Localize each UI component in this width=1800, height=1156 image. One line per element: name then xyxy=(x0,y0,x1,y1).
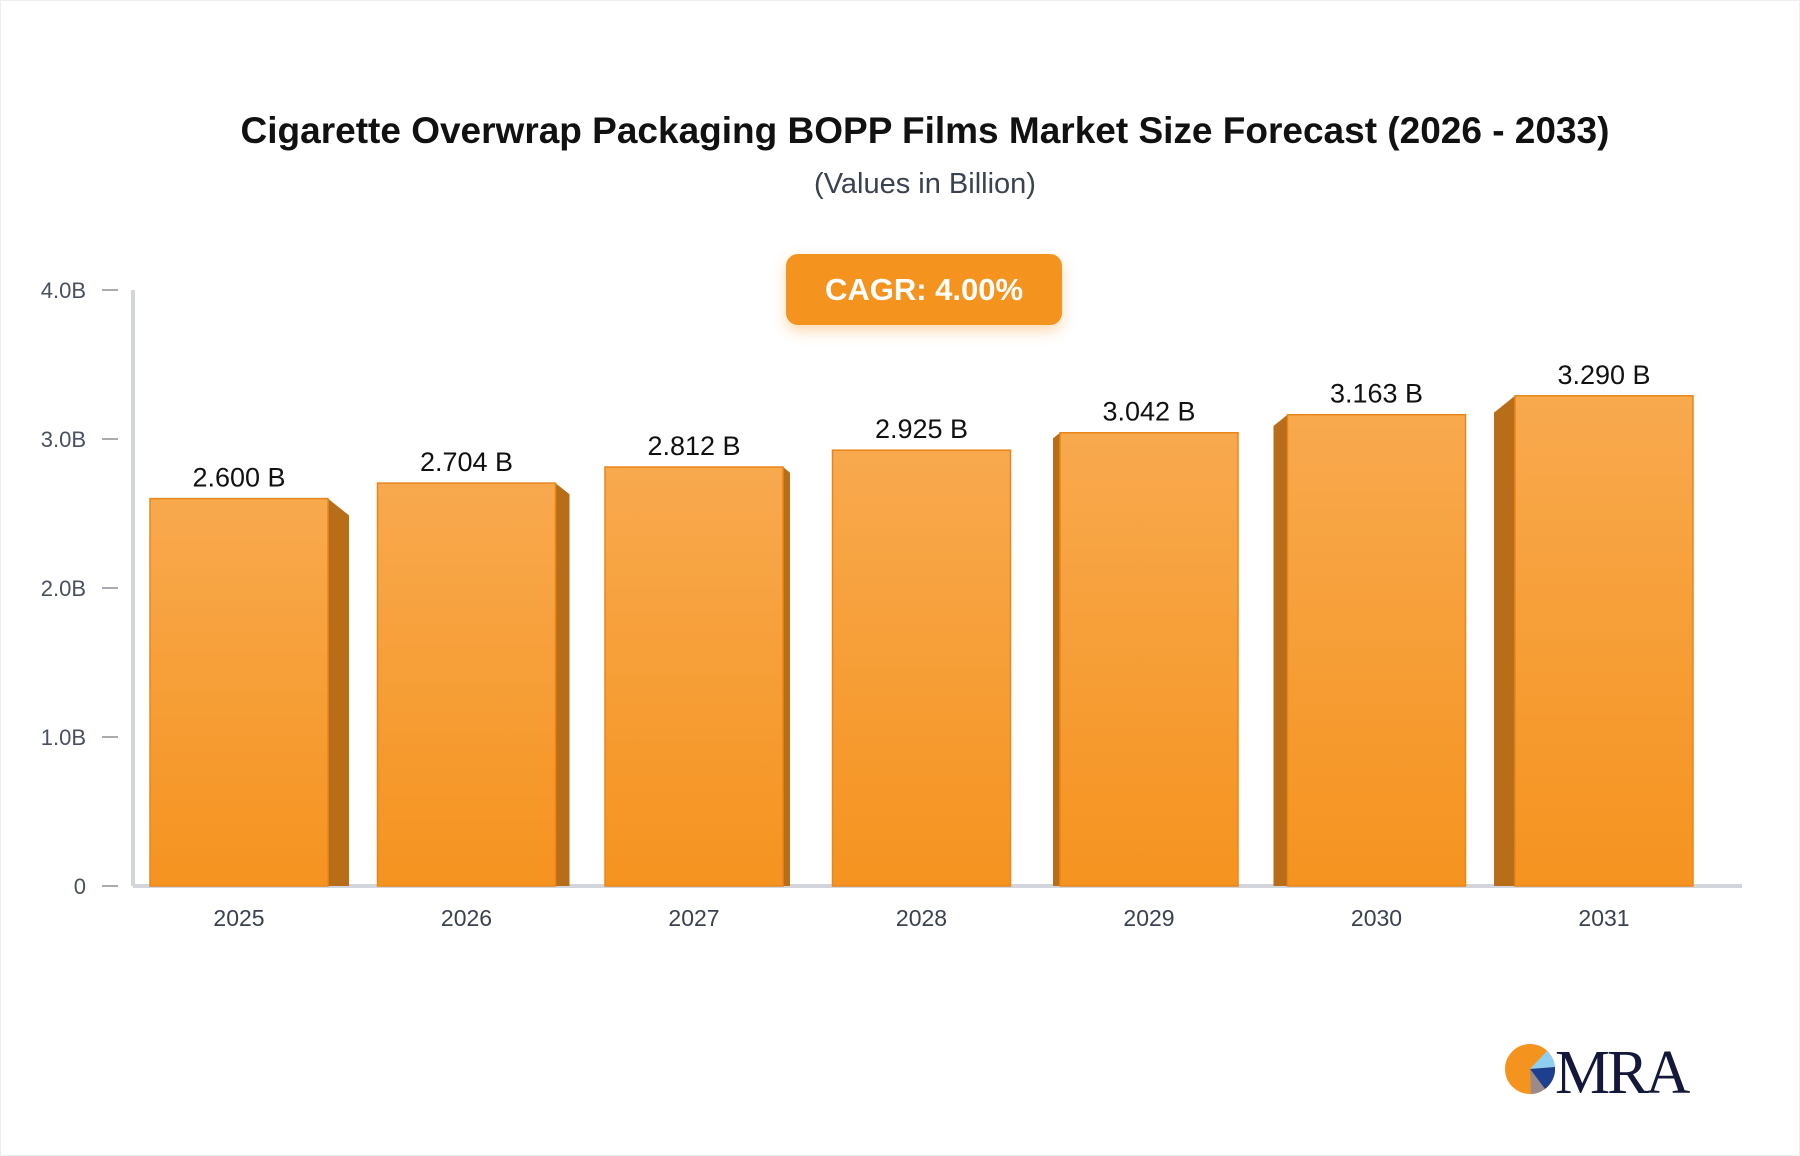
data-label: 3.290 B xyxy=(1557,360,1650,390)
x-tick-label: 2030 xyxy=(1351,905,1402,931)
data-label: 3.042 B xyxy=(1102,397,1195,427)
chart-subtitle: (Values in Billion) xyxy=(814,168,1036,200)
x-tick-label: 2028 xyxy=(896,905,947,931)
bar-2030 xyxy=(1286,413,1467,887)
y-tick-label: 4.0B xyxy=(41,278,86,303)
y-tick-label: 2.0B xyxy=(41,576,86,601)
x-tick-label: 2026 xyxy=(441,905,492,931)
chart-title: Cigarette Overwrap Packaging BOPP Films … xyxy=(240,110,1610,151)
x-tick-label: 2025 xyxy=(213,905,264,931)
bar-2031 xyxy=(1514,395,1694,887)
y-tick-label: 0 xyxy=(74,874,86,899)
data-label: 3.163 B xyxy=(1330,379,1423,409)
bar-2025 xyxy=(149,497,329,887)
bar-side xyxy=(555,483,570,886)
bar-side xyxy=(1273,414,1288,886)
mra-logo: MRA xyxy=(1505,1039,1693,1100)
y-tick-label: 1.0B xyxy=(41,725,86,750)
bar-2028 xyxy=(831,449,1012,887)
bar-side xyxy=(1494,395,1515,886)
data-label: 2.704 B xyxy=(420,447,513,477)
bar-side xyxy=(783,467,790,886)
bar-2029 xyxy=(1059,431,1239,887)
x-tick-label: 2031 xyxy=(1578,905,1629,931)
data-label: 2.925 B xyxy=(875,414,968,444)
data-label: 2.600 B xyxy=(192,463,285,493)
x-tick-label: 2029 xyxy=(1123,905,1174,931)
bar-2026 xyxy=(376,482,557,887)
svg-text:MRA: MRA xyxy=(1555,1039,1690,1100)
y-tick-label: 3.0B xyxy=(41,427,86,452)
data-label: 2.812 B xyxy=(647,431,740,461)
x-tick-label: 2027 xyxy=(668,905,719,931)
bar-side xyxy=(328,498,349,886)
cagr-badge: CAGR: 4.00% xyxy=(786,254,1062,325)
bar-side xyxy=(1053,432,1060,886)
bar-2027 xyxy=(604,466,784,887)
